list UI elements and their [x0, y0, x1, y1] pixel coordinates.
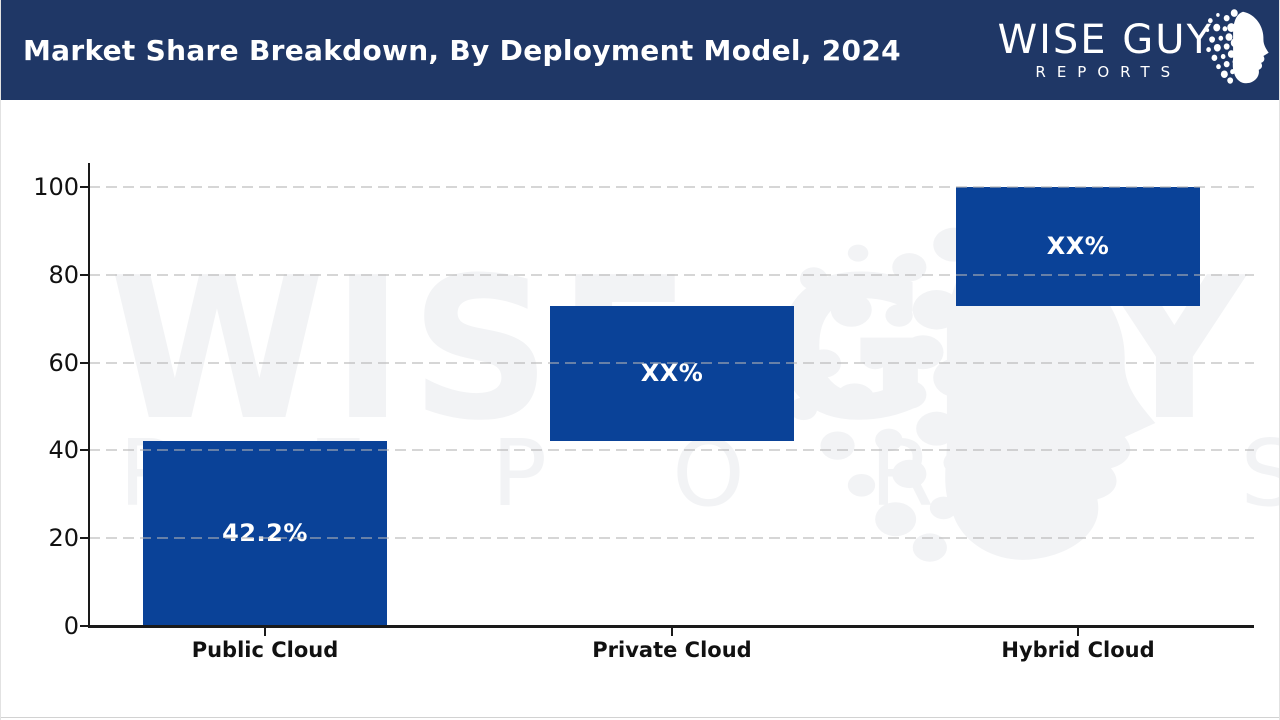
- chart-title: Market Share Breakdown, By Deployment Mo…: [23, 33, 901, 67]
- wiseguy-logo: WISE GUY REPORTS: [997, 8, 1279, 90]
- bar-value-label: 42.2%: [222, 519, 308, 548]
- page-bottom-border: [1, 717, 1279, 718]
- y-axis-tick-label: 80: [48, 260, 79, 289]
- y-tick-mark: [80, 273, 89, 276]
- y-tick-mark: [80, 625, 89, 627]
- x-axis-spine: [88, 625, 1254, 628]
- y-axis-tick-label: 40: [48, 436, 79, 465]
- bar-value-label: XX%: [1046, 232, 1110, 261]
- logo-subtext: REPORTS: [1035, 63, 1182, 81]
- gridline-y60: [89, 361, 1254, 364]
- y-axis-tick-label: 0: [63, 612, 79, 640]
- bar-public-cloud: 42.2%: [143, 440, 387, 626]
- y-axis-spine: [88, 163, 90, 628]
- bar-value-label: XX%: [640, 359, 704, 388]
- x-tick-mark: [1077, 628, 1079, 636]
- gridline-y20: [89, 537, 1254, 540]
- x-tick-mark: [671, 628, 673, 636]
- x-axis-category-label: Private Cloud: [592, 638, 752, 662]
- gridline-y80: [89, 273, 1254, 276]
- y-tick-mark: [80, 537, 89, 540]
- x-axis-category-label: Public Cloud: [191, 638, 339, 662]
- bar-private-cloud: XX%: [550, 305, 794, 441]
- y-axis-tick-label: 20: [48, 524, 79, 553]
- logo-wordmark: WISE GUY: [997, 17, 1213, 63]
- wiseguy-head-icon: [1201, 8, 1271, 90]
- y-tick-mark: [80, 186, 89, 188]
- x-tick-mark: [264, 628, 266, 636]
- y-tick-mark: [80, 361, 89, 364]
- bar-hybrid-cloud: XX%: [956, 187, 1200, 306]
- y-axis-tick-label: 60: [48, 348, 79, 377]
- y-axis-tick-label: 100: [33, 173, 79, 201]
- header-band: Market Share Breakdown, By Deployment Mo…: [1, 0, 1279, 100]
- gridline-y40: [89, 449, 1254, 452]
- x-axis-category-label: Hybrid Cloud: [1001, 638, 1155, 662]
- y-tick-mark: [80, 449, 89, 452]
- gridline-y100: [89, 186, 1254, 188]
